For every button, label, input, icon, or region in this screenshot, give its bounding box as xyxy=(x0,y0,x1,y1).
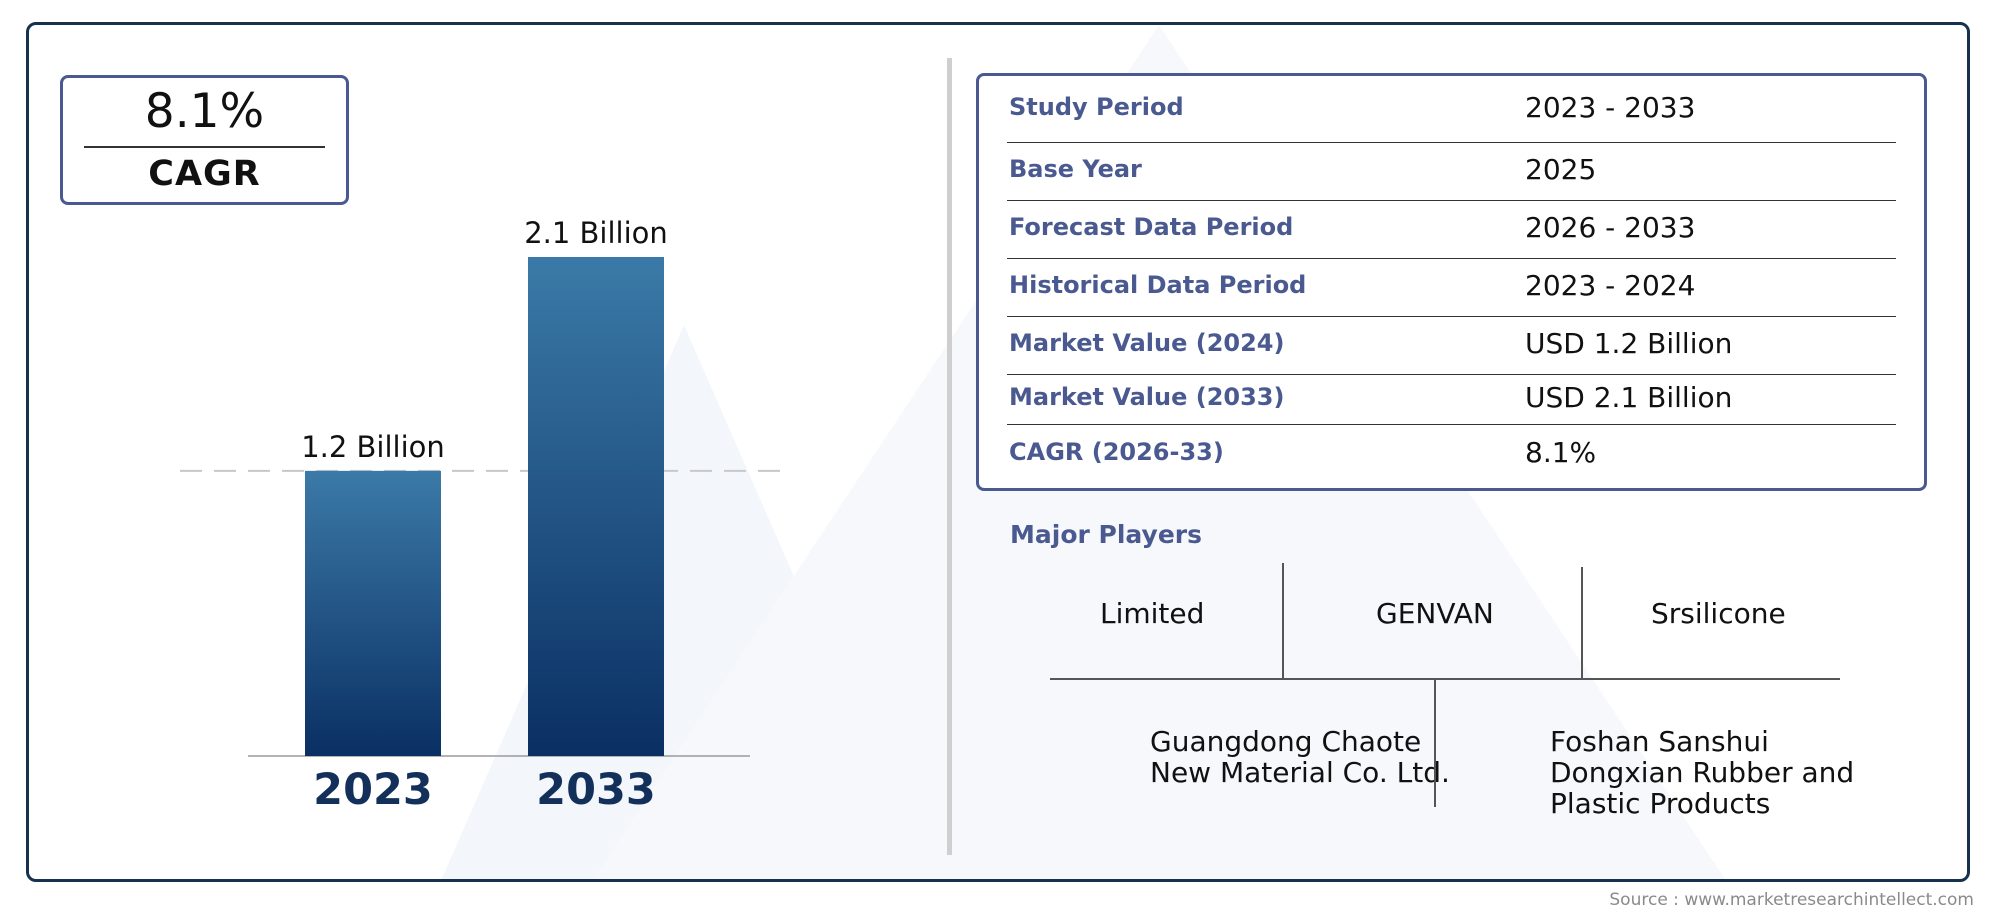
market-info-table: Study Period 2023 - 2033 Base Year 2025 Fore… xyxy=(976,73,1927,491)
cagr-value: 8.1% xyxy=(144,84,265,139)
info-row-value: 2023 - 2024 xyxy=(1525,269,1696,302)
market-size-bar-chart: 1.2 Billion 2023 2.1 Billion 2033 xyxy=(180,216,790,815)
major-players-title: Major Players xyxy=(1010,520,1202,549)
info-row-label: CAGR (2026-33) xyxy=(1009,438,1224,466)
info-row-value: USD 1.2 Billion xyxy=(1525,327,1733,360)
info-row-label: Base Year xyxy=(1009,155,1142,183)
info-row-label: Forecast Data Period xyxy=(1009,213,1294,241)
cagr-label: CAGR xyxy=(148,154,261,194)
player-foshan-sanshui: Foshan Sanshui Dongxian Rubber and Plast… xyxy=(1550,725,1855,820)
info-row-value: 2025 xyxy=(1525,153,1597,186)
info-row: CAGR (2026-33) 8.1% xyxy=(1007,424,1896,484)
cagr-summary-box: 8.1% CAGR xyxy=(60,75,349,205)
category-tick-label: 2033 xyxy=(536,765,656,815)
info-row: Forecast Data Period 2026 - 2033 xyxy=(1007,200,1896,259)
info-row: Market Value (2024) USD 1.2 Billion xyxy=(1007,316,1896,375)
bar-value-label: 2.1 Billion xyxy=(524,216,668,250)
info-row-value: 2026 - 2033 xyxy=(1525,211,1696,244)
player-guangdong-chaote: Guangdong Chaote New Material Co. Ltd. xyxy=(1150,725,1450,789)
players-divider-1 xyxy=(1282,563,1284,678)
info-row-label: Study Period xyxy=(1009,93,1184,121)
info-row-value: USD 2.1 Billion xyxy=(1525,381,1733,414)
bar-value-label: 1.2 Billion xyxy=(301,430,445,464)
info-row: Study Period 2023 - 2033 xyxy=(1007,76,1896,143)
source-credit: Source : www.marketresearchintellect.com xyxy=(1609,890,1974,910)
info-row: Market Value (2033) USD 2.1 Billion xyxy=(1007,374,1896,425)
player-genvan: GENVAN xyxy=(1376,597,1494,630)
players-divider-3 xyxy=(1434,679,1436,807)
players-divider-2 xyxy=(1581,567,1583,678)
cagr-divider xyxy=(84,146,325,148)
player-limited: Limited xyxy=(1100,597,1205,630)
info-row-label: Market Value (2024) xyxy=(1009,329,1285,357)
bar-2023 xyxy=(305,470,441,756)
players-separator xyxy=(1050,678,1840,680)
category-tick-label: 2023 xyxy=(313,765,433,815)
info-row: Historical Data Period 2023 - 2024 xyxy=(1007,258,1896,317)
info-row-value: 2023 - 2033 xyxy=(1525,91,1696,124)
panel-divider xyxy=(947,58,952,855)
info-row: Base Year 2025 xyxy=(1007,142,1896,201)
player-srsilicone: Srsilicone xyxy=(1651,597,1786,630)
bar-2033 xyxy=(528,257,664,756)
info-row-value: 8.1% xyxy=(1525,436,1597,469)
info-row-label: Market Value (2033) xyxy=(1009,383,1285,411)
info-row-label: Historical Data Period xyxy=(1009,271,1307,299)
